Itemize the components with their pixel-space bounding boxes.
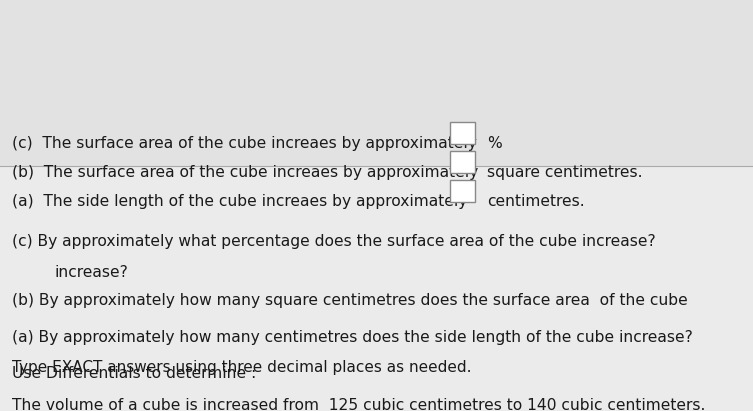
Text: centimetres.: centimetres.	[487, 194, 584, 209]
Text: (a)  The side length of the cube increaes by approximately: (a) The side length of the cube increaes…	[12, 194, 468, 209]
Bar	[450, 151, 475, 173]
Text: %: %	[487, 136, 501, 151]
Text: square centimetres.: square centimetres.	[487, 165, 642, 180]
Text: increase?: increase?	[55, 265, 129, 280]
Text: Type EXACT answers using three decimal places as needed.: Type EXACT answers using three decimal p…	[12, 360, 471, 375]
Text: (a) By approximately how many centimetres does the side length of the cube incre: (a) By approximately how many centimetre…	[12, 330, 693, 345]
Text: (b) By approximately how many square centimetres does the surface area  of the c: (b) By approximately how many square cen…	[12, 293, 687, 308]
Bar	[450, 122, 475, 144]
Text: The volume of a cube is increased from  125 cubic centimetres to 140 cubic centi: The volume of a cube is increased from 1…	[12, 398, 706, 411]
Bar	[0, 166, 753, 411]
Bar	[450, 180, 475, 202]
Text: (c) By approximately what percentage does the surface area of the cube increase?: (c) By approximately what percentage doe…	[12, 234, 656, 249]
Text: Use Differentials to determine :: Use Differentials to determine :	[12, 366, 256, 381]
Text: (c)  The surface area of the cube increaes by approximately: (c) The surface area of the cube increae…	[12, 136, 477, 151]
Text: (b)  The surface area of the cube increaes by approximately: (b) The surface area of the cube increae…	[12, 165, 478, 180]
